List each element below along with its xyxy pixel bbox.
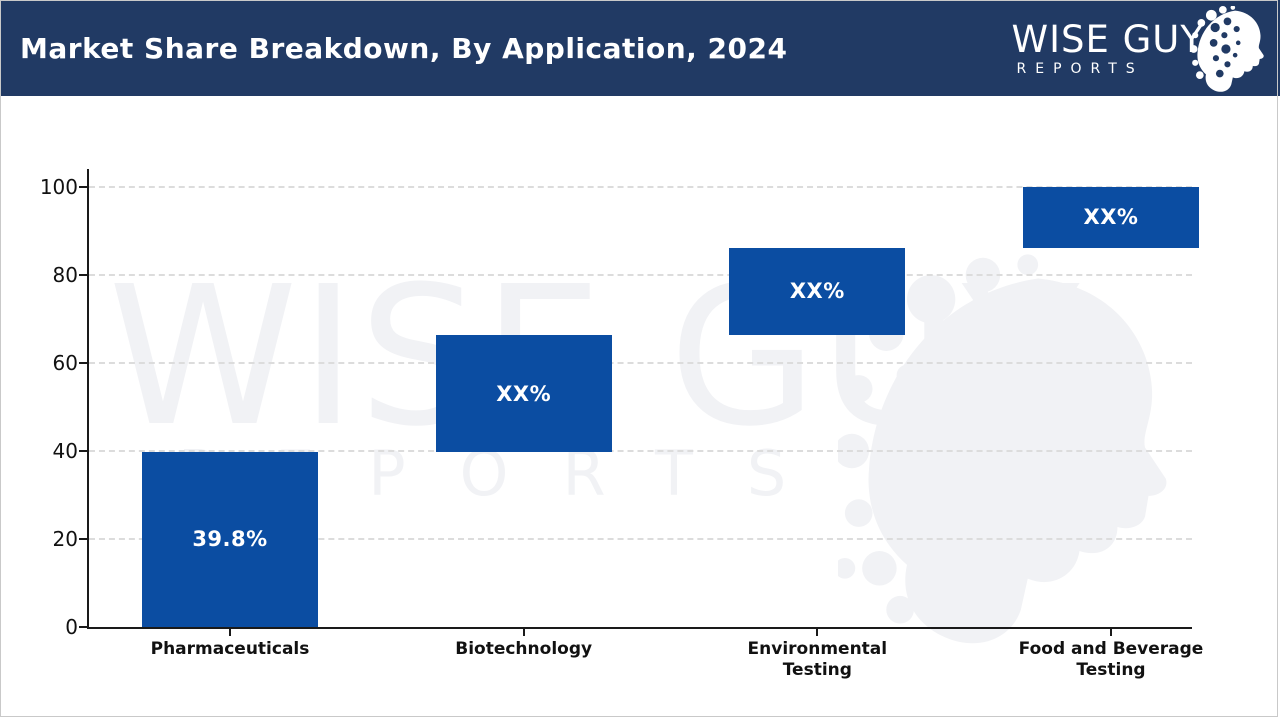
bar: XX% bbox=[435, 335, 612, 452]
x-axis-label: Food and Beverage Testing bbox=[1018, 639, 1204, 680]
grid-line bbox=[89, 450, 1192, 452]
x-axis-label: Environmental Testing bbox=[747, 639, 888, 680]
bar-value-label: 39.8% bbox=[192, 527, 268, 552]
bar-value-label: XX% bbox=[496, 381, 552, 406]
page-title: Market Share Breakdown, By Application, … bbox=[20, 31, 788, 65]
y-tick-label: 0 bbox=[65, 615, 78, 639]
x-tick-mark bbox=[816, 629, 819, 636]
y-tick-mark bbox=[79, 538, 87, 540]
bar-value-label: XX% bbox=[1083, 205, 1139, 230]
header: Market Share Breakdown, By Application, … bbox=[0, 0, 1280, 96]
logo-face-icon bbox=[1190, 6, 1264, 92]
logo-text: WISE GUY REPORTS bbox=[1011, 18, 1204, 77]
y-tick-mark bbox=[79, 186, 87, 188]
brand-logo: WISE GUY REPORTS bbox=[1012, 6, 1268, 92]
logo-subtext: REPORTS bbox=[1016, 60, 1144, 77]
x-tick-mark bbox=[229, 629, 231, 636]
grid-line bbox=[89, 274, 1192, 276]
y-tick-mark bbox=[79, 626, 87, 628]
y-tick-mark bbox=[79, 274, 87, 276]
y-tick-mark bbox=[79, 362, 87, 364]
y-tick-label: 20 bbox=[52, 527, 78, 551]
y-tick-label: 40 bbox=[52, 439, 78, 463]
grid-line bbox=[89, 538, 1192, 540]
x-axis-label: Pharmaceuticals bbox=[150, 639, 310, 659]
logo-wordmark: WISE GUY bbox=[1011, 18, 1204, 62]
bar: XX% bbox=[729, 247, 906, 336]
y-tick-label: 80 bbox=[52, 263, 78, 287]
x-axis-label: Biotechnology bbox=[455, 639, 593, 659]
y-tick-mark bbox=[79, 450, 87, 452]
bar-value-label: XX% bbox=[789, 279, 845, 304]
x-tick-mark bbox=[522, 629, 525, 636]
bar: XX% bbox=[1023, 187, 1199, 248]
grid-line bbox=[89, 362, 1192, 364]
x-tick-mark bbox=[1110, 629, 1112, 636]
y-tick-label: 60 bbox=[52, 351, 78, 375]
y-tick-label: 100 bbox=[39, 175, 78, 199]
axis-bottom-spine bbox=[87, 627, 1192, 629]
bar: 39.8% bbox=[142, 451, 318, 627]
axis-left-spine bbox=[87, 169, 89, 628]
grid-line bbox=[89, 186, 1192, 188]
